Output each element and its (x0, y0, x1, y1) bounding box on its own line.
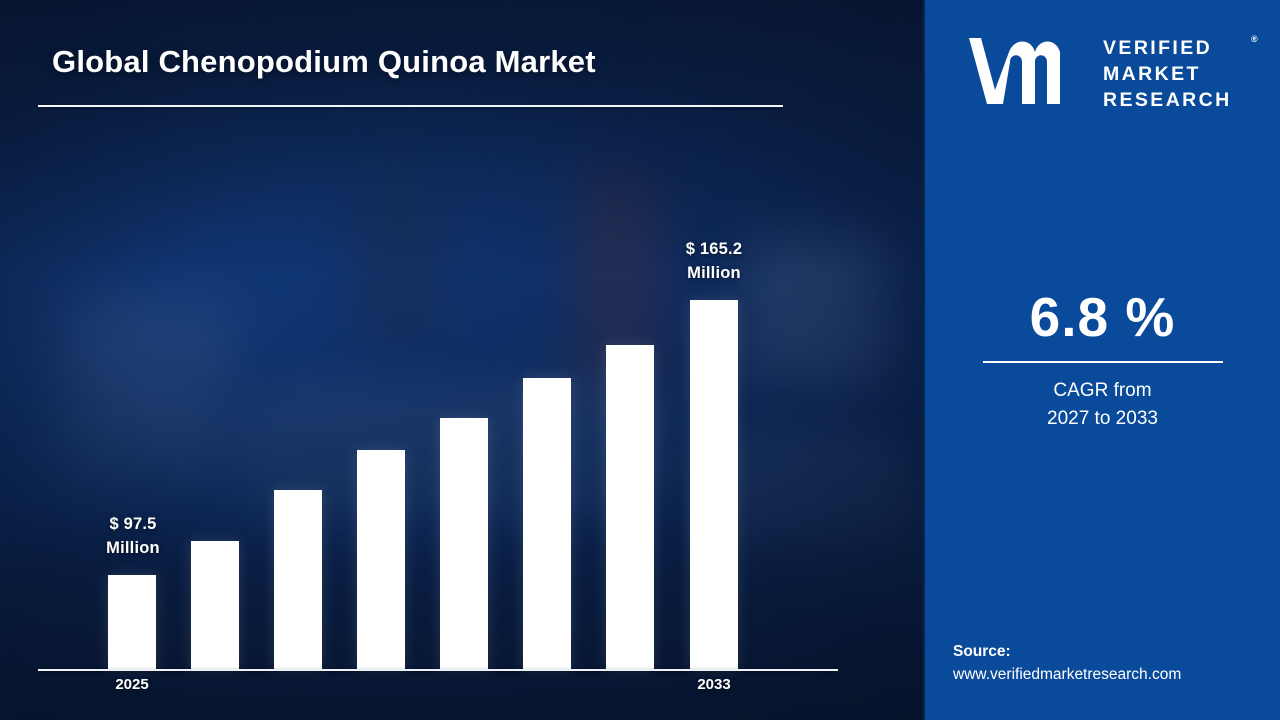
bar-2033[interactable] (690, 300, 738, 669)
bar-2027[interactable] (274, 490, 322, 669)
cagr-block: 6.8 % CAGR from 2027 to 2033 (925, 290, 1280, 432)
source-url[interactable]: www.verifiedmarketresearch.com (953, 666, 1182, 684)
first-bar-value-unit: Million (106, 538, 160, 557)
panel-divider (923, 0, 926, 720)
title-underline-rule (38, 105, 783, 107)
x-axis-line (38, 669, 838, 671)
source-block: Source: www.verifiedmarketresearch.com (953, 640, 1273, 687)
bar-2025[interactable] (108, 575, 156, 669)
brand-name: VERIFIED MARKET RESEARCH (1103, 36, 1280, 114)
brand-name-line2: MARKET (1103, 62, 1201, 85)
bar-2030[interactable] (523, 378, 571, 669)
last-bar-value-amount: $ 165.2 (685, 240, 743, 258)
bar-2029[interactable] (440, 418, 488, 669)
cagr-divider-rule (982, 361, 1223, 363)
bar-chart: $ 97.5 Million $ 165.2 Million 2025 2033 (38, 238, 838, 693)
cagr-caption-line1: CAGR from (1053, 380, 1152, 401)
first-bar-value-label: $ 97.5 Million (72, 513, 194, 561)
source-label: Source: (953, 643, 1011, 660)
page-title: Global Chenopodium Quinoa Market (52, 44, 596, 79)
x-axis-label-start: 2025 (115, 676, 149, 693)
bar-2028[interactable] (357, 450, 405, 669)
cagr-value: 6.8 % (1029, 286, 1176, 348)
bar-2031[interactable] (606, 345, 654, 669)
cagr-caption-line2: 2027 to 2033 (1047, 407, 1158, 429)
first-bar-value-amount: $ 97.5 (109, 515, 157, 533)
bar-2026[interactable] (191, 541, 239, 669)
info-panel: VERIFIED MARKET RESEARCH ® 6.8 % CAGR fr… (925, 0, 1280, 720)
chart-panel: Global Chenopodium Quinoa Market $ 97.5 … (0, 0, 925, 720)
last-bar-value-label: $ 165.2 Million (653, 238, 775, 286)
cagr-caption: CAGR from 2027 to 2033 (925, 377, 1280, 432)
brand-name-line3: RESEARCH (1103, 88, 1232, 111)
brand-name-line1: VERIFIED (1103, 37, 1213, 59)
registered-trademark-icon: ® (1251, 34, 1258, 44)
brand-logo[interactable]: VERIFIED MARKET RESEARCH ® (945, 28, 1265, 116)
last-bar-value-unit: Million (687, 263, 741, 282)
x-axis-label-end: 2033 (697, 676, 731, 693)
vm-monogram-icon (965, 32, 1093, 110)
title-block: Global Chenopodium Quinoa Market (52, 44, 792, 80)
